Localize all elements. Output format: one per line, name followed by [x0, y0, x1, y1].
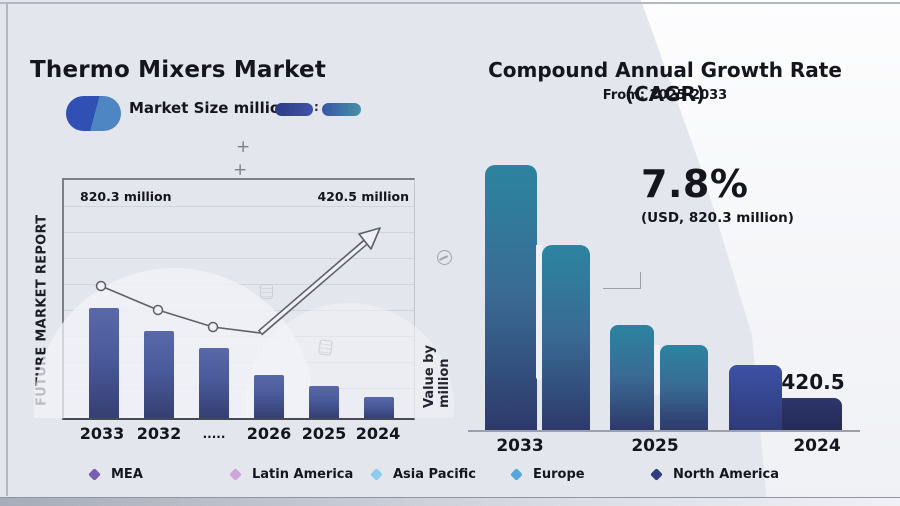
corner-bracket-decoration [603, 272, 641, 289]
legend-label: Latin America [252, 466, 354, 482]
diamond-icon [510, 467, 523, 481]
legend-item-europe: Europe [510, 466, 585, 482]
x-label: 2026 [246, 424, 292, 443]
x-axis-line [468, 430, 860, 432]
bar-value-label: 420.5 [781, 370, 845, 394]
bar-2025 [309, 386, 339, 418]
plus-mark-icon: + [233, 160, 248, 180]
diamond-icon [370, 467, 383, 481]
cagr-value: 7.8% [641, 162, 749, 206]
bar-dots [199, 348, 229, 418]
bar-gap [536, 245, 542, 380]
x-label: ..... [202, 427, 226, 441]
page-title: Thermo Mixers Market [30, 57, 327, 83]
x-label: 2032 [136, 424, 182, 443]
document-watermark-icon [318, 339, 333, 356]
bottom-edge-strip [0, 497, 900, 506]
bar-2033-primary [485, 165, 537, 430]
legend-label: MEA [111, 466, 143, 482]
x-label: 2024 [355, 424, 401, 443]
legend-label: North America [673, 466, 779, 482]
x-label: 2025 [631, 436, 679, 456]
legend-label: Europe [533, 466, 585, 482]
legend-item-asia-pacific: Asia Pacific [370, 466, 477, 482]
diamond-icon [88, 467, 101, 481]
diamond-icon [650, 467, 663, 481]
top-frame-line [0, 2, 900, 4]
bar-2033-secondary [542, 245, 590, 430]
market-size-chart: 820.3 million 420.5 million [34, 178, 454, 420]
plus-mark-icon: + [236, 137, 251, 157]
x-label: 2024 [793, 436, 841, 456]
value-axis-title: Value by million [422, 345, 452, 408]
circle-slash-icon [437, 250, 452, 265]
cagr-subtitle: From: 2025-2033 [602, 88, 728, 103]
x-label: 2033 [496, 436, 544, 456]
bar-2024-secondary [782, 398, 842, 430]
cagr-chart: 420.5 2033 2025 2024 [455, 150, 875, 470]
market-size-legend-label: Market Size million [129, 99, 291, 117]
legend-pill-navy-icon [275, 103, 313, 116]
legend-item-mea: MEA [88, 466, 143, 482]
legend-item-north-america: North America [650, 466, 779, 482]
x-label: 2033 [79, 424, 125, 443]
x-axis-labels: 2033 2032 ..... 2026 2025 2024 [62, 424, 415, 444]
legend-label: Asia Pacific [393, 466, 477, 482]
market-size-pill-icon [66, 96, 121, 131]
document-watermark-icon [260, 284, 273, 299]
cagr-stat: 7.8% (USD, 820.3 million) [641, 162, 794, 226]
bar-2024-primary [729, 365, 782, 430]
cagr-title: Compound Annual Growth Rate (CAGR) [488, 58, 842, 106]
bar-2025-secondary [660, 345, 708, 430]
bar-2032 [144, 331, 174, 418]
value-annotation-left: 820.3 million [80, 189, 172, 204]
cagr-caption: (USD, 820.3 million) [641, 210, 794, 226]
bar-2026 [254, 375, 284, 418]
bar-gap [654, 345, 660, 395]
value-annotation-right: 420.5 million [317, 189, 409, 204]
legend-colon: : [314, 100, 319, 114]
x-label: 2025 [301, 424, 347, 443]
bar-2025-primary [610, 325, 654, 430]
legend-pill-teal-icon [322, 103, 361, 116]
left-frame-line [6, 2, 8, 496]
bar-2024 [364, 397, 394, 418]
diamond-icon [229, 467, 242, 481]
bar-2033 [89, 308, 119, 418]
legend-item-latin-america: Latin America [229, 466, 354, 482]
